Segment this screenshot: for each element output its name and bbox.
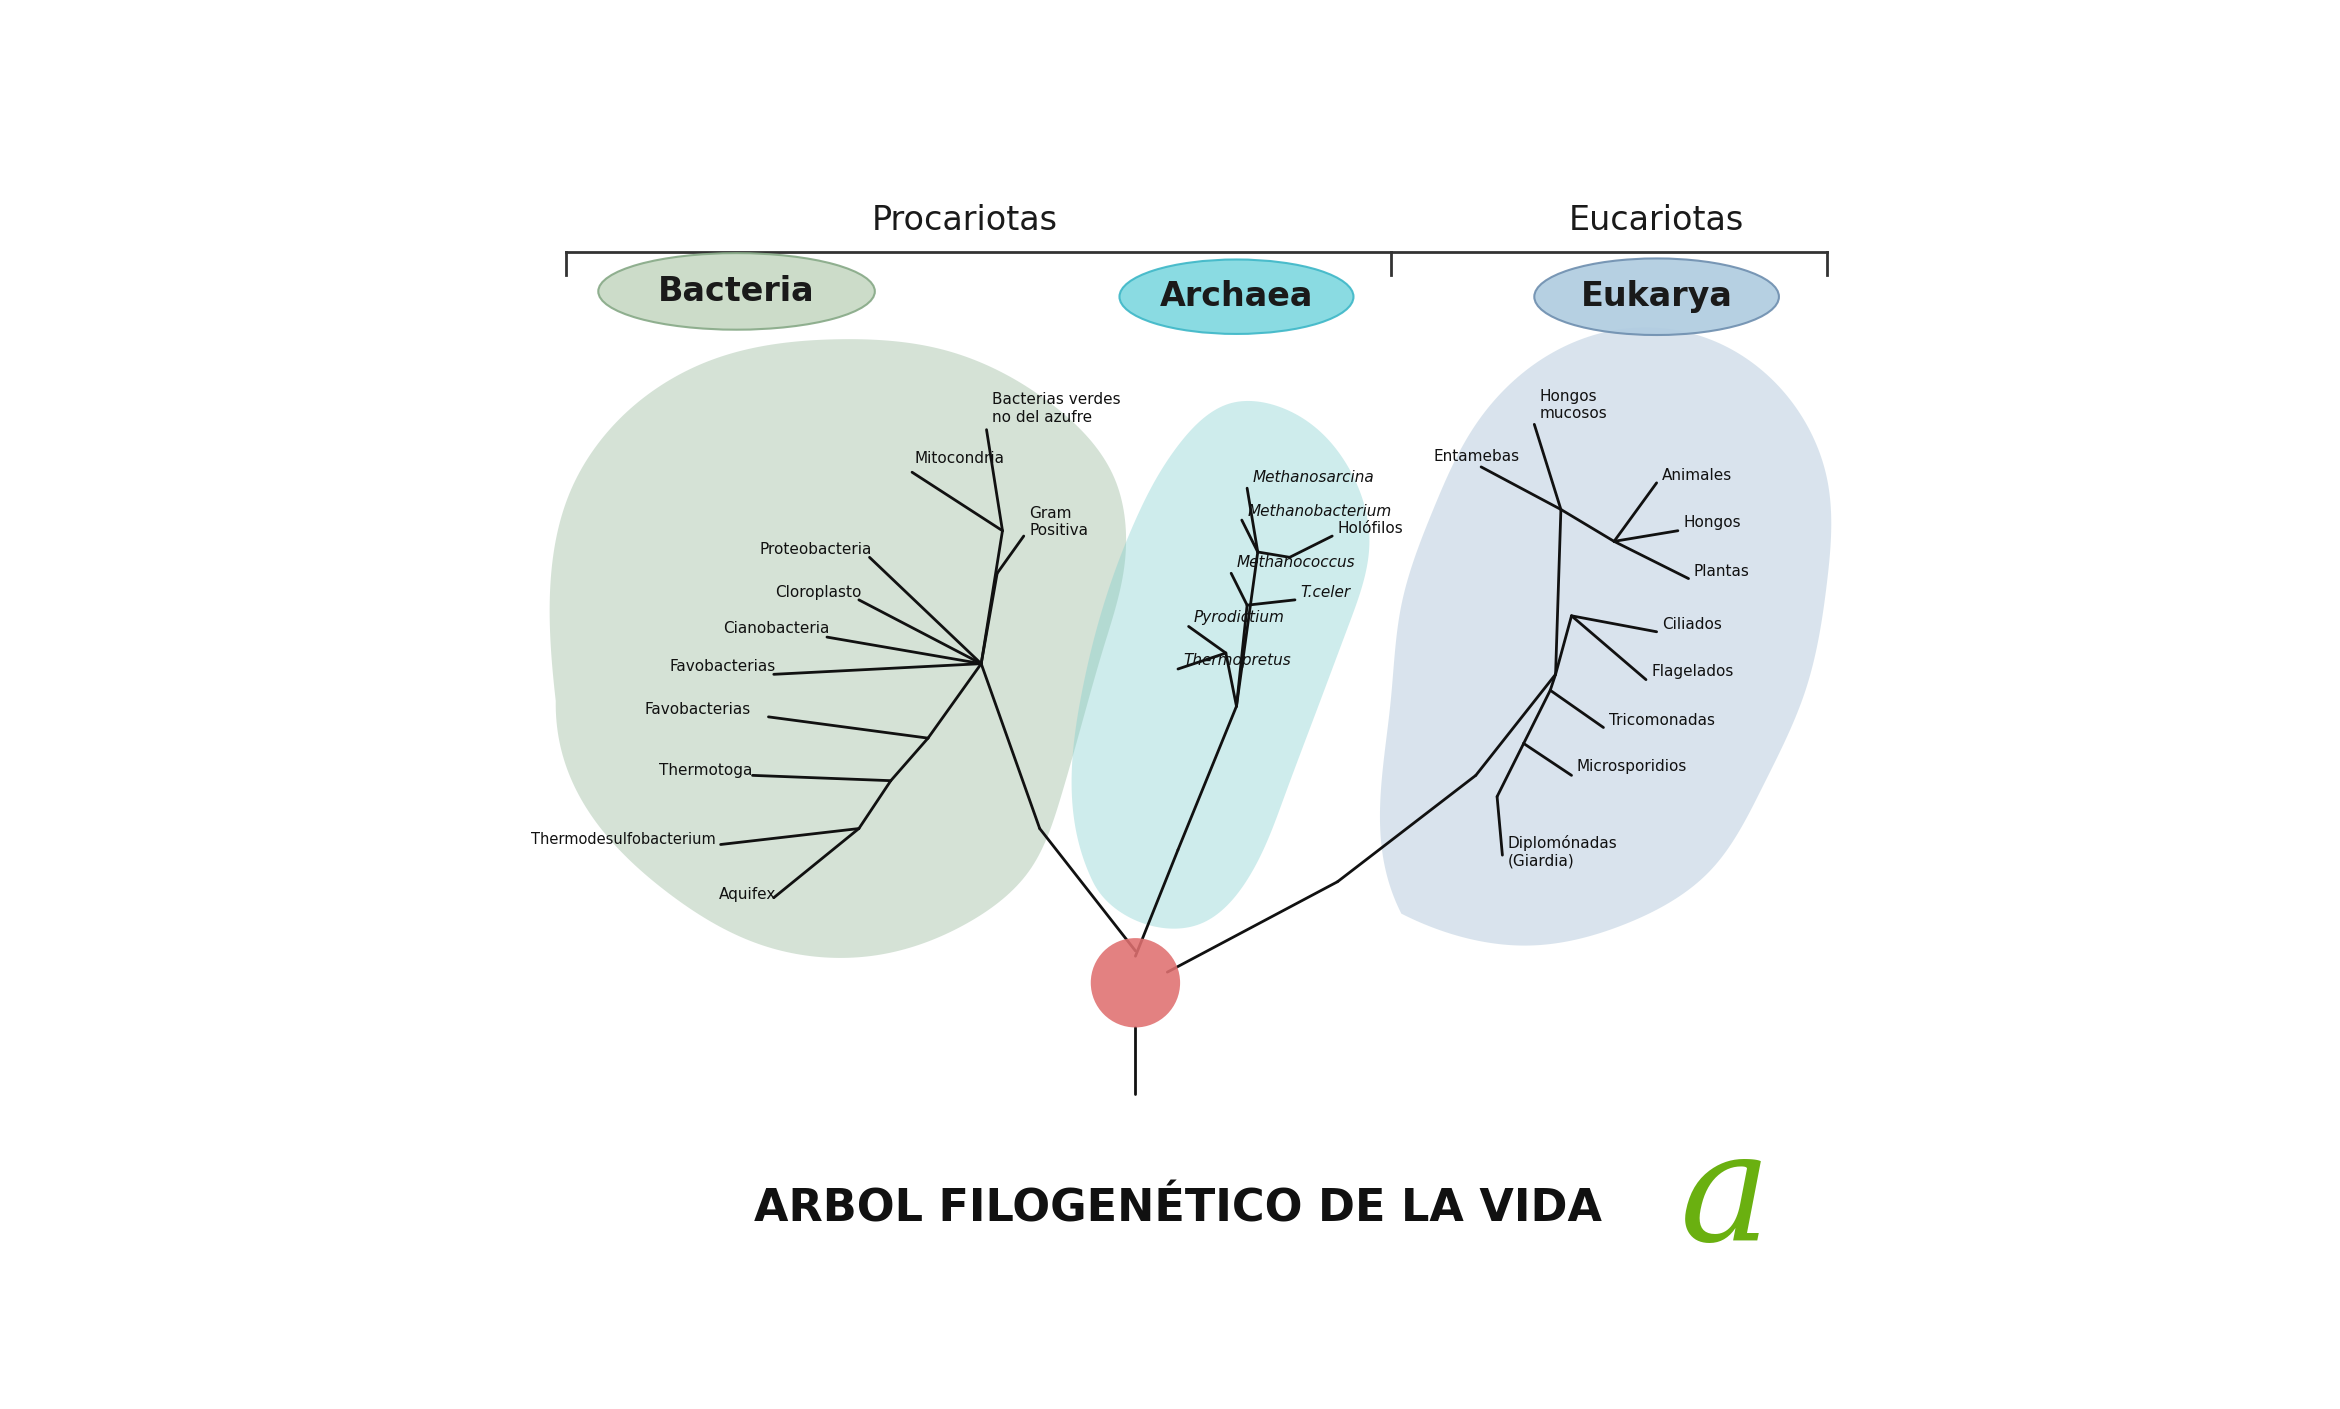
Polygon shape [1072,402,1369,929]
Text: Entamebas: Entamebas [1434,449,1519,464]
Text: Favobacterias: Favobacterias [644,702,751,717]
Text: Pyrodictium: Pyrodictium [1193,610,1285,626]
Text: Diplomónadas
(Giardia): Diplomónadas (Giardia) [1507,836,1617,868]
Text: Thermotoga: Thermotoga [660,762,753,778]
Text: Cianobacteria: Cianobacteria [723,621,828,635]
Text: Thermodesulfobacterium: Thermodesulfobacterium [531,831,716,847]
Text: a: a [1680,1124,1771,1272]
Text: Gram
Positiva: Gram Positiva [1030,506,1088,538]
Text: Eukarya: Eukarya [1582,280,1732,313]
Text: Aquifex: Aquifex [718,888,777,902]
Text: Methanobacterium: Methanobacterium [1247,504,1392,519]
Text: Flagelados: Flagelados [1652,664,1734,679]
Polygon shape [1381,327,1832,945]
Ellipse shape [1535,258,1778,335]
Text: Proteobacteria: Proteobacteria [758,542,870,558]
Text: Microsporidios: Microsporidios [1577,759,1687,775]
Text: Thermopretus: Thermopretus [1184,652,1292,668]
Text: Mitocondria: Mitocondria [915,451,1004,466]
Text: Methanosarcina: Methanosarcina [1252,471,1374,485]
Text: Tricomonadas: Tricomonadas [1610,713,1715,727]
Text: Ciliados: Ciliados [1661,617,1722,631]
Text: Holófilos: Holófilos [1338,521,1404,535]
Text: Animales: Animales [1661,468,1732,483]
Text: Bacterias verdes
no del azufre: Bacterias verdes no del azufre [992,392,1121,424]
Text: Hongos: Hongos [1682,514,1741,530]
Text: T.celer: T.celer [1301,585,1350,600]
Ellipse shape [599,254,875,330]
Text: Procariotas: Procariotas [873,204,1058,237]
Text: Cloroplasto: Cloroplasto [775,585,861,600]
Text: Methanococcus: Methanococcus [1236,555,1355,571]
Text: Eucariotas: Eucariotas [1570,204,1743,237]
Text: Hongos
mucosos: Hongos mucosos [1540,389,1608,421]
Text: Plantas: Plantas [1694,564,1750,579]
Ellipse shape [1119,259,1353,334]
Text: ARBOL FILOGENÉTICO DE LA VIDA: ARBOL FILOGENÉTICO DE LA VIDA [753,1188,1603,1231]
Text: Bacteria: Bacteria [658,275,814,309]
Polygon shape [550,340,1126,958]
Circle shape [1090,938,1179,1027]
Text: Archaea: Archaea [1161,280,1313,313]
Text: Favobacterias: Favobacterias [669,659,777,675]
